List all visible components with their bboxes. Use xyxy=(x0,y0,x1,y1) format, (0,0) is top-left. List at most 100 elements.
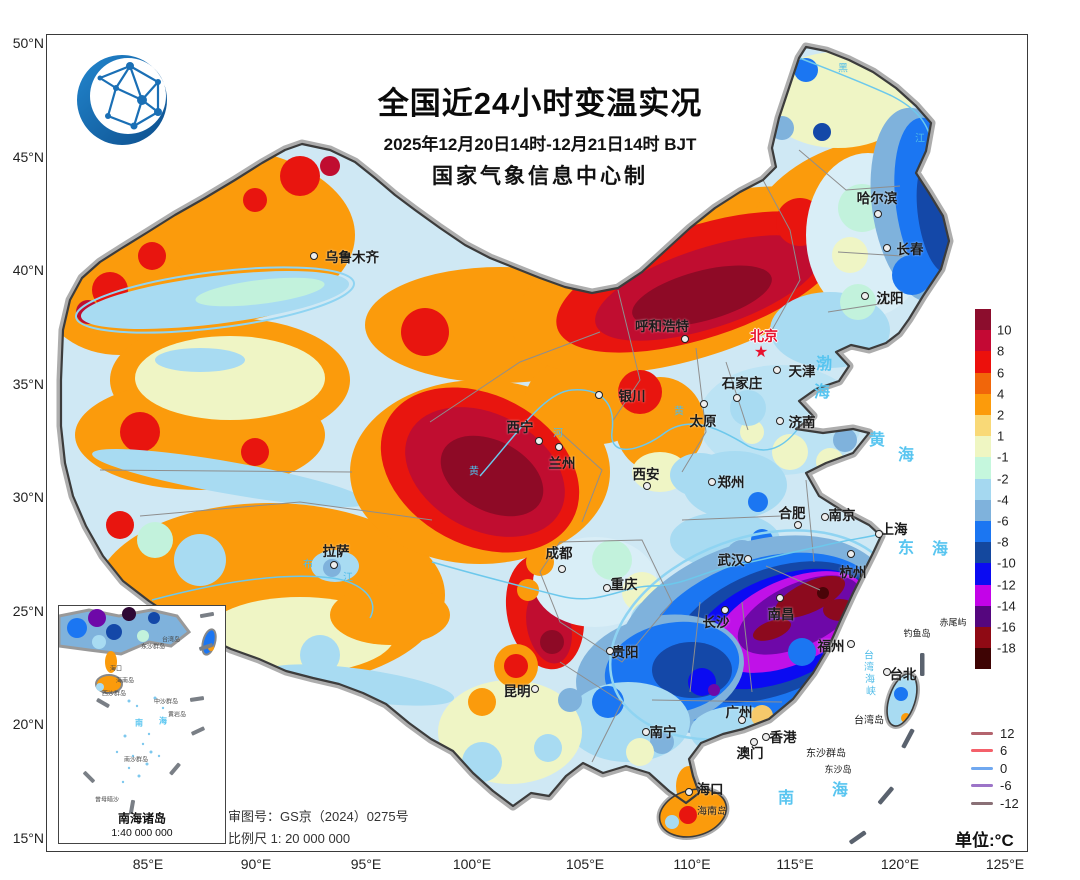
lon-label-90°E: 90°E xyxy=(240,856,272,872)
isoline-legend: 12 6 0 -6 -12 xyxy=(971,726,1046,821)
temperature-colorbar: 10 8 6 4 2 1 -1 -2 -4 -6 -8 -10 -12 -14 -16 -18 xyxy=(975,309,1035,671)
place-label-银川: 银川 xyxy=(618,389,646,404)
place-label-福州: 福州 xyxy=(817,639,845,654)
place-label-沈阳: 沈阳 xyxy=(876,291,904,306)
lon-label-110°E: 110°E xyxy=(673,856,711,872)
colorbar-label--8: -8 xyxy=(997,534,1009,550)
isoline-swatch-0 xyxy=(971,766,993,770)
place-dot-贵阳 xyxy=(606,647,614,655)
place-label-北京: 北京 xyxy=(750,328,778,344)
place-dot-澳门 xyxy=(750,738,758,746)
inset-label-东沙群岛: 东沙群岛 xyxy=(140,644,166,651)
colorbar-box-13 xyxy=(975,584,991,606)
inset-scale: 1:40 000 000 xyxy=(111,827,173,839)
place-label-济南: 济南 xyxy=(788,415,816,430)
colorbar-box-3 xyxy=(975,372,991,394)
place-label-南京: 南京 xyxy=(828,508,856,523)
place-label-石家庄: 石家庄 xyxy=(721,376,763,391)
place-label-西安: 西安 xyxy=(632,467,660,482)
place-dot-石家庄 xyxy=(733,394,741,402)
isoline-legend-row--12: -12 xyxy=(971,795,1019,811)
place-label-太原: 太原 xyxy=(689,414,717,429)
lat-label-30°N: 30°N xyxy=(12,489,44,505)
place-label-兰州: 兰州 xyxy=(548,456,576,471)
place-label-海南岛: 海南岛 xyxy=(697,806,727,818)
river-label-黑-0: 黑 xyxy=(838,63,848,75)
lon-label-115°E: 115°E xyxy=(776,856,814,872)
place-label-长春: 长春 xyxy=(896,242,924,257)
lat-label-50°N: 50°N xyxy=(12,35,44,51)
isoline-legend-row-6: 6 xyxy=(971,743,1007,758)
sea-label-海-1: 海 xyxy=(813,384,831,401)
place-label-乌鲁木齐: 乌鲁木齐 xyxy=(325,250,379,265)
place-dot-济南 xyxy=(776,417,784,425)
sea-label-海-5: 海 xyxy=(931,541,949,558)
place-dot-乌鲁木齐 xyxy=(310,252,318,260)
place-label-武汉: 武汉 xyxy=(717,553,745,568)
capital-star-icon: ★ xyxy=(753,344,769,361)
map-border-frame xyxy=(46,34,1028,852)
place-dot-福州 xyxy=(847,640,855,648)
place-label-东沙群岛: 东沙群岛 xyxy=(806,748,846,760)
place-label-呼和浩特: 呼和浩特 xyxy=(635,319,689,334)
place-label-香港: 香港 xyxy=(769,730,797,745)
place-dot-兰州 xyxy=(555,443,563,451)
isoline-value--6: -6 xyxy=(1000,778,1012,794)
inset-label-曾母暗沙: 曾母暗沙 xyxy=(94,797,120,804)
page-title: 全国近24小时变温实况 xyxy=(377,86,703,121)
lat-label-40°N: 40°N xyxy=(12,262,44,278)
colorbar-box-7 xyxy=(975,457,991,479)
title-block: 全国近24小时变温实况 2025年12月20日14时-12月21日14时 BJT… xyxy=(240,78,840,190)
place-dot-昆明 xyxy=(531,685,539,693)
inset-label-海南岛: 海南岛 xyxy=(115,678,135,685)
place-dot-杭州 xyxy=(847,550,855,558)
place-dot-长沙 xyxy=(721,606,729,614)
inset-label-海口: 海口 xyxy=(109,666,123,673)
place-dot-重庆 xyxy=(603,584,611,592)
place-dot-广州 xyxy=(738,716,746,724)
nmic-globe-logo-icon xyxy=(70,48,175,153)
place-dot-台北 xyxy=(883,668,891,676)
lat-label-20°N: 20°N xyxy=(12,716,44,732)
place-label-杭州: 杭州 xyxy=(839,565,867,580)
lon-label-125°E: 125°E xyxy=(985,856,1025,872)
place-dot-成都 xyxy=(558,565,566,573)
colorbar-box-4 xyxy=(975,393,991,415)
inset-label-中沙群岛: 中沙群岛 xyxy=(153,699,179,706)
place-label-赤尾屿: 赤尾屿 xyxy=(939,617,967,628)
place-dot-哈尔滨 xyxy=(874,210,882,218)
place-label-长沙: 长沙 xyxy=(702,615,730,630)
isoline-value--12: -12 xyxy=(1000,795,1019,811)
place-dot-合肥 xyxy=(794,521,802,529)
place-dot-武汉 xyxy=(744,555,752,563)
river-label-黄-4: 黄 xyxy=(469,466,479,478)
colorbar-label--14: -14 xyxy=(997,598,1016,614)
map-scale-text: 比例尺 1: 20 000 000 xyxy=(228,831,351,846)
place-label-海口: 海口 xyxy=(696,782,724,797)
colorbar-label-1: 1 xyxy=(997,428,1005,444)
colorbar-box-2 xyxy=(975,351,991,373)
inset-label-海: 海 xyxy=(159,716,167,726)
lon-label-105°E: 105°E xyxy=(565,856,605,872)
isoline-value-12: 12 xyxy=(1000,725,1015,741)
colorbar-label--12: -12 xyxy=(997,577,1016,593)
place-label-合肥: 合肥 xyxy=(778,506,806,521)
place-label-西宁: 西宁 xyxy=(506,420,534,435)
inset-label-南: 南 xyxy=(135,718,143,728)
lon-label-120°E: 120°E xyxy=(880,856,920,872)
isoline-legend-row-0: 0 xyxy=(971,761,1007,776)
place-label-东沙岛: 东沙岛 xyxy=(824,764,852,775)
producer-line: 国家气象信息中心制 xyxy=(432,165,648,188)
place-label-台湾岛: 台湾岛 xyxy=(854,715,884,727)
colorbar-label-4: 4 xyxy=(997,386,1005,402)
sea-label-海-7: 海 xyxy=(831,782,849,799)
colorbar-label--18: -18 xyxy=(997,640,1016,656)
place-label-钓鱼岛: 钓鱼岛 xyxy=(903,628,931,639)
colorbar-box-0 xyxy=(975,309,991,331)
map-review-number: 审图号：GS京（2024）0275号 xyxy=(228,809,409,824)
colorbar-box-10 xyxy=(975,521,991,543)
inset-title: 南海诸岛 xyxy=(117,811,167,826)
river-label-河-2: 河 xyxy=(553,428,563,440)
colorbar-label-10: 10 xyxy=(997,322,1012,338)
river-label-江-1: 江 xyxy=(915,133,925,145)
